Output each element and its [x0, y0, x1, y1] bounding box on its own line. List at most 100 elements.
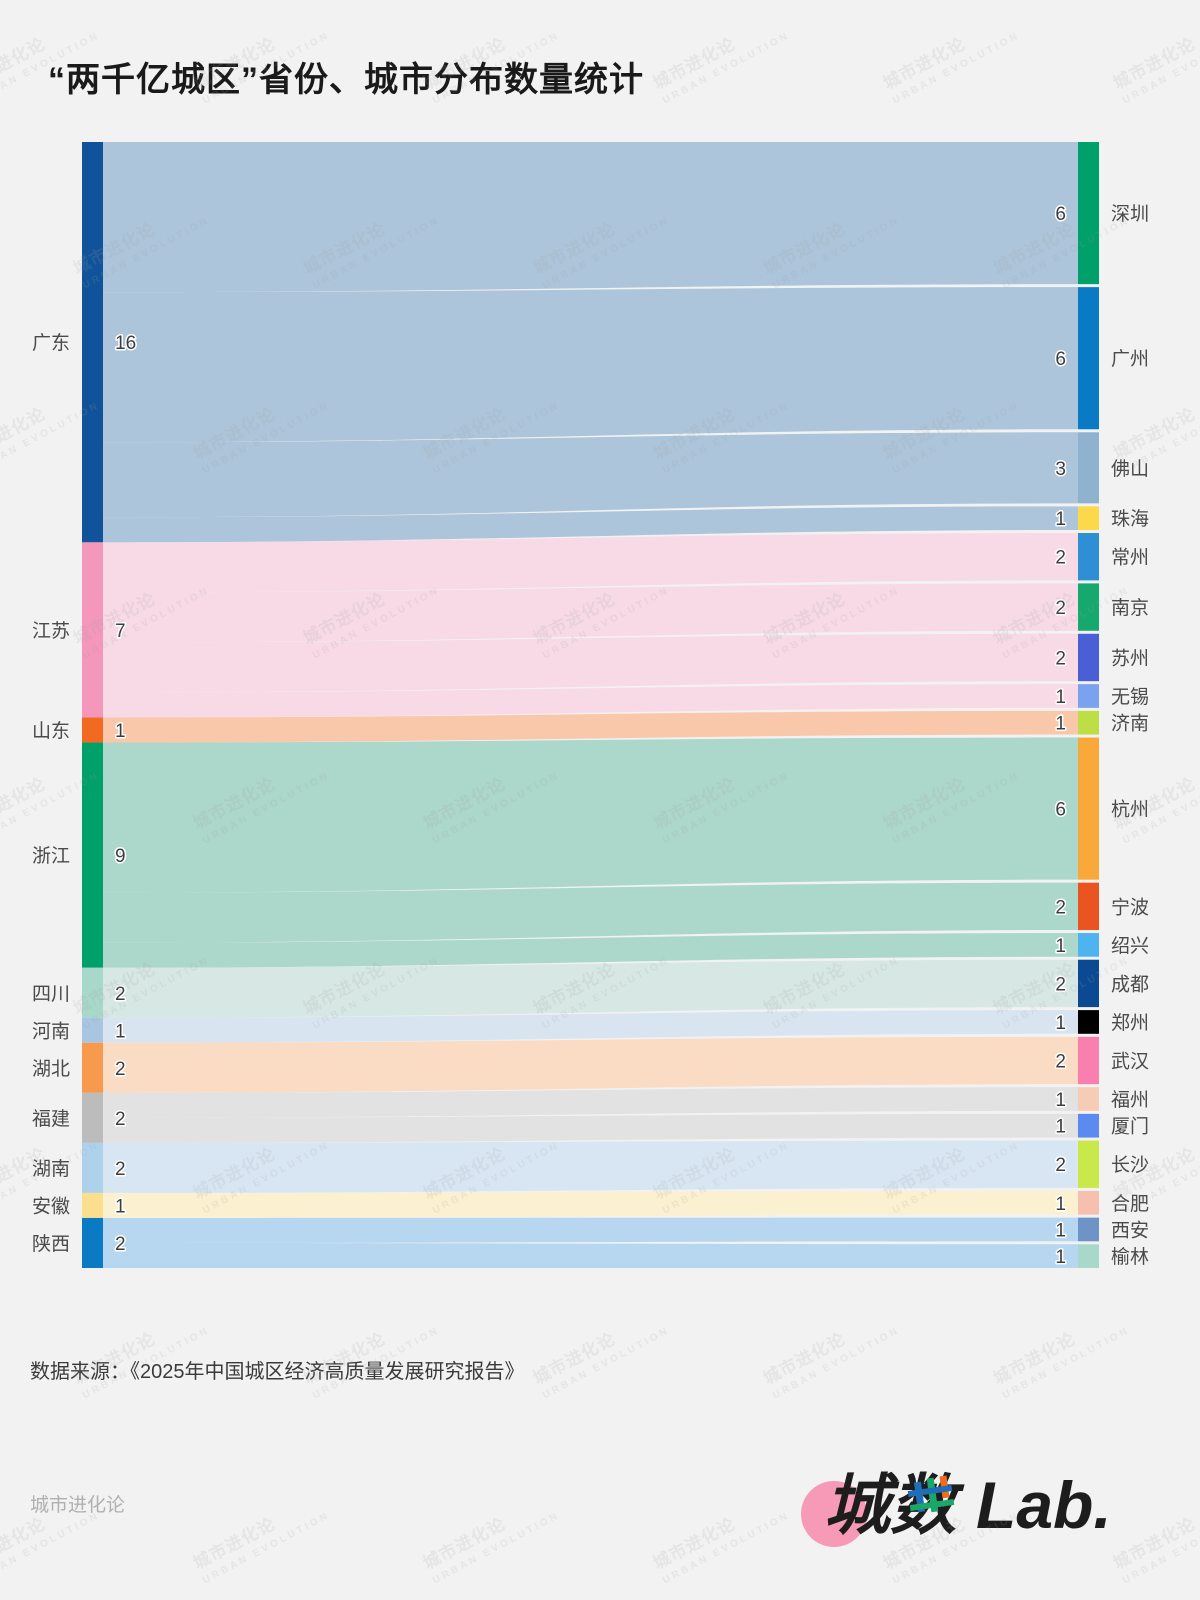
sankey-node-target: [1078, 684, 1099, 708]
sankey-node-label-target: 杭州: [1111, 799, 1149, 821]
sankey-node-label-source: 安徽: [32, 1195, 70, 1217]
sankey-node-value-target: 6: [1055, 204, 1066, 225]
sankey-node-label-source: 广东: [32, 332, 70, 354]
source-note: 数据来源：《2025年中国城区经济高质量发展研究报告》: [30, 1361, 525, 1383]
sankey-node-value-source: 9: [115, 846, 126, 867]
sankey-node-target: [1078, 1217, 1099, 1242]
sankey-node-value-target: 1: [1055, 1220, 1066, 1241]
sankey-node-target: [1078, 432, 1099, 504]
sankey-node-value-target: 1: [1055, 1247, 1066, 1268]
logo-circle: [801, 1481, 867, 1547]
sankey-node-source: [82, 742, 103, 968]
sankey-node-value-target: 6: [1055, 800, 1066, 821]
sankey-node-label-target: 成都: [1111, 973, 1149, 995]
sankey-node-label-source: 四川: [32, 984, 70, 1005]
sankey-node-target: [1078, 710, 1099, 735]
sankey-node-value-target: 2: [1055, 548, 1066, 569]
sankey-node-value-source: 2: [115, 984, 126, 1005]
sankey-node-target: [1078, 1244, 1099, 1268]
sankey-node-target: [1078, 1190, 1099, 1215]
sankey-node-value-target: 1: [1055, 936, 1066, 957]
sankey-node-label-target: 佛山: [1111, 458, 1149, 480]
sankey-node-target: [1078, 583, 1099, 631]
sankey-node-label-target: 深圳: [1111, 203, 1149, 225]
sankey-node-value-target: 2: [1055, 648, 1066, 669]
logo: 城数 Lab.: [801, 1468, 1112, 1547]
sankey-node-value-target: 2: [1055, 598, 1066, 619]
sankey-node-value-target: 3: [1055, 459, 1066, 480]
sankey-node-source: [82, 1017, 103, 1043]
sankey-node-label-target: 榆林: [1111, 1246, 1149, 1268]
sankey-node-label-target: 武汉: [1111, 1050, 1149, 1072]
sankey-link: [103, 1242, 1078, 1268]
sankey-node-value-source: 7: [115, 621, 126, 642]
sankey-node-target: [1078, 533, 1099, 581]
sankey-node-value-target: 2: [1055, 974, 1066, 995]
sankey-link: [103, 1190, 1078, 1218]
sankey-node-value-source: 2: [115, 1109, 126, 1130]
sankey-node-target: [1078, 287, 1099, 430]
logo-hash-icon: [907, 1475, 955, 1513]
sankey-node-label-target: 无锡: [1111, 686, 1149, 708]
sankey-link: [103, 959, 1078, 1018]
sankey-link: [103, 583, 1078, 643]
sankey-node-source: [82, 142, 103, 543]
sankey-node-target: [1078, 933, 1099, 957]
sankey-node-value-target: 1: [1055, 1090, 1066, 1111]
sankey-node-target: [1078, 1087, 1099, 1111]
sankey-node-label-target: 宁波: [1111, 896, 1149, 918]
sankey-node-source: [82, 1192, 103, 1218]
sankey-node-label-source: 湖北: [32, 1058, 70, 1080]
sankey-link: [103, 506, 1078, 543]
sankey-node-label-source: 湖南: [32, 1158, 70, 1180]
logo-en-text: Lab.: [976, 1468, 1112, 1542]
sankey-target-nodes: [1078, 142, 1099, 1268]
sankey-node-label-target: 济南: [1111, 713, 1149, 735]
sankey-node-label-source: 江苏: [32, 620, 70, 642]
sankey-node-target: [1078, 737, 1099, 880]
sankey-node-source: [82, 967, 103, 1018]
sankey-link: [103, 882, 1078, 943]
sankey-link: [103, 1140, 1078, 1193]
sankey-link: [103, 1036, 1078, 1093]
sankey-node-value-source: 1: [115, 1021, 126, 1042]
sankey-node-value-target: 2: [1055, 1051, 1066, 1072]
sankey-link: [103, 287, 1078, 443]
sankey-link: [103, 633, 1078, 693]
sankey-link: [103, 684, 1078, 718]
sankey-node-source: [82, 542, 103, 718]
sankey-node-target: [1078, 506, 1099, 531]
sankey-link: [103, 1087, 1078, 1118]
sankey-node-value-source: 2: [115, 1059, 126, 1080]
sankey-link: [103, 933, 1078, 968]
sankey-node-value-target: 1: [1055, 1013, 1066, 1034]
sankey-node-label-target: 西安: [1111, 1219, 1149, 1241]
sankey-node-value-target: 1: [1055, 509, 1066, 530]
sankey-node-label-target: 常州: [1111, 547, 1149, 569]
sankey-node-target: [1078, 959, 1099, 1008]
sankey-node-value-target: 6: [1055, 349, 1066, 370]
sankey-node-value-target: 2: [1055, 1155, 1066, 1176]
sankey-diagram: 广东 16 江苏 7 山东 1 浙江 9 四川 2 河南 1 湖北 2 福建 2 湖南 2 安徽 1 陕西 2 深圳 6 广州 6…: [32, 142, 1149, 1270]
sankey-node-target: [1078, 633, 1099, 682]
sankey-node-target: [1078, 1036, 1099, 1085]
sankey-node-label-source: 河南: [32, 1020, 70, 1042]
chart-title: “两千亿城区”省份、城市分布数量统计: [48, 61, 644, 99]
sankey-node-value-target: 2: [1055, 897, 1066, 918]
brand-text: 城市进化论: [30, 1495, 126, 1516]
sankey-node-source: [82, 1042, 103, 1093]
sankey-node-label-source: 山东: [32, 720, 70, 742]
sankey-links: [103, 142, 1078, 1268]
sankey-node-value-target: 1: [1055, 714, 1066, 735]
sankey-node-label-target: 绍兴: [1111, 935, 1149, 957]
sankey-node-label-target: 苏州: [1111, 647, 1149, 669]
sankey-node-target: [1078, 1113, 1099, 1138]
sankey-node-target: [1078, 1010, 1099, 1034]
sankey-node-label-target: 广州: [1111, 348, 1149, 370]
sankey-node-label-target: 福州: [1111, 1089, 1149, 1111]
